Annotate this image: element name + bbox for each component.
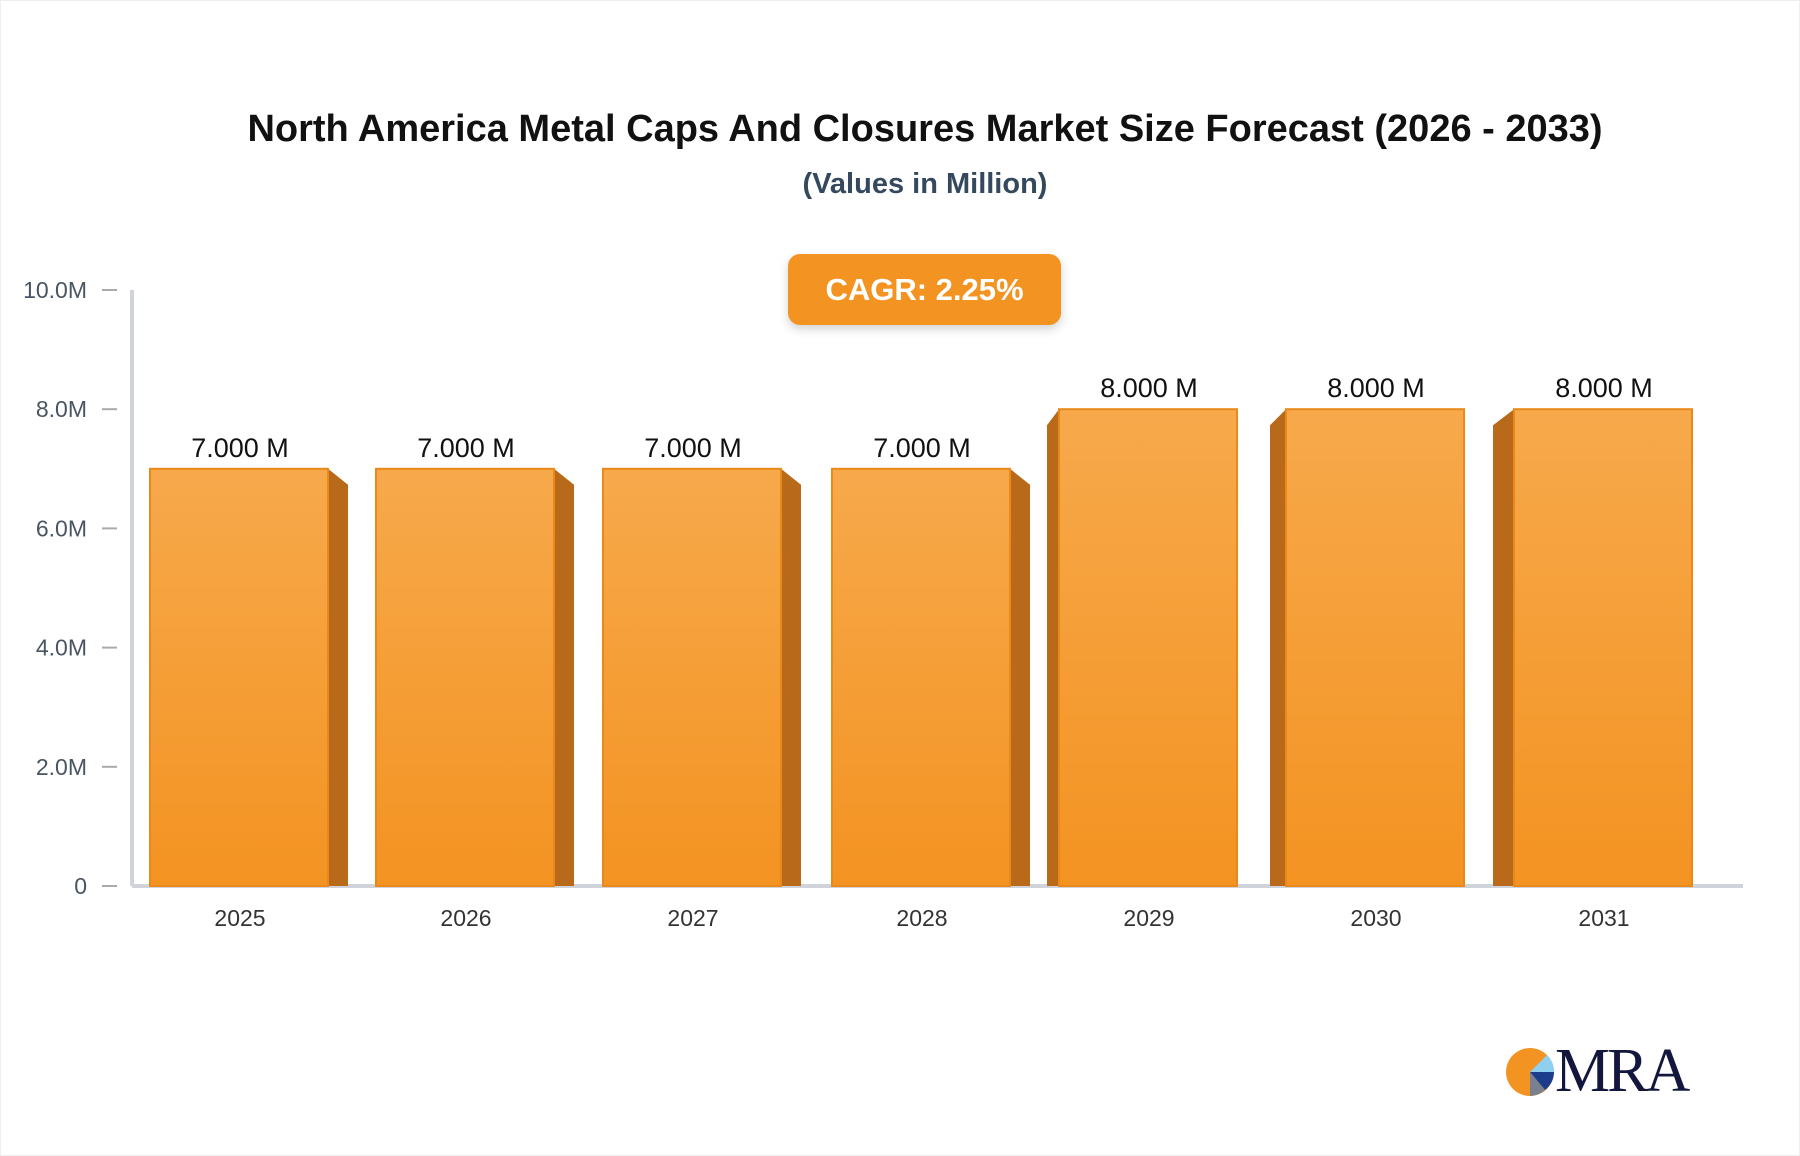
bar-2026 bbox=[375, 467, 555, 887]
bar-side bbox=[328, 468, 348, 886]
data-label: 7.000 M bbox=[191, 433, 289, 463]
chart-subtitle: (Values in Million) bbox=[802, 168, 1048, 200]
x-tick-label: 2031 bbox=[1578, 905, 1629, 931]
bar-side bbox=[1010, 468, 1030, 886]
x-tick-label: 2029 bbox=[1123, 905, 1174, 931]
y-tick-label: 10.0M bbox=[23, 277, 87, 303]
data-label: 8.000 M bbox=[1327, 373, 1425, 403]
y-tick-label: 4.0M bbox=[36, 635, 87, 661]
bar-2029 bbox=[1058, 408, 1238, 887]
bar-side bbox=[1270, 409, 1286, 886]
y-tick-label: 2.0M bbox=[36, 754, 87, 780]
bar-2028 bbox=[831, 467, 1011, 887]
mra-logo: MRA bbox=[1505, 1037, 1705, 1105]
cagr-badge: CAGR: 2.25% bbox=[788, 254, 1061, 325]
x-tick-label: 2030 bbox=[1350, 905, 1401, 931]
bar-2025 bbox=[149, 467, 329, 887]
bar-side bbox=[1047, 409, 1059, 886]
bar-2031 bbox=[1513, 408, 1693, 887]
chart-title: North America Metal Caps And Closures Ma… bbox=[247, 108, 1603, 150]
data-label: 7.000 M bbox=[417, 433, 515, 463]
data-label: 8.000 M bbox=[1100, 373, 1198, 403]
bar-side bbox=[1493, 409, 1514, 886]
x-tick-label: 2025 bbox=[214, 905, 265, 931]
y-tick-label: 0 bbox=[74, 873, 87, 899]
logo-text: MRA bbox=[1555, 1037, 1690, 1105]
x-tick-label: 2028 bbox=[896, 905, 947, 931]
y-tick-label: 8.0M bbox=[36, 396, 87, 422]
y-tick-label: 6.0M bbox=[36, 515, 87, 541]
bar-side bbox=[781, 468, 801, 886]
bar-side bbox=[554, 468, 574, 886]
x-tick-label: 2026 bbox=[440, 905, 491, 931]
data-label: 7.000 M bbox=[873, 433, 971, 463]
data-label: 7.000 M bbox=[644, 433, 742, 463]
bar-2027 bbox=[602, 467, 782, 887]
bar-2030 bbox=[1285, 408, 1465, 887]
data-label: 8.000 M bbox=[1555, 373, 1653, 403]
x-tick-label: 2027 bbox=[667, 905, 718, 931]
logo-pie-icon bbox=[1506, 1048, 1555, 1096]
